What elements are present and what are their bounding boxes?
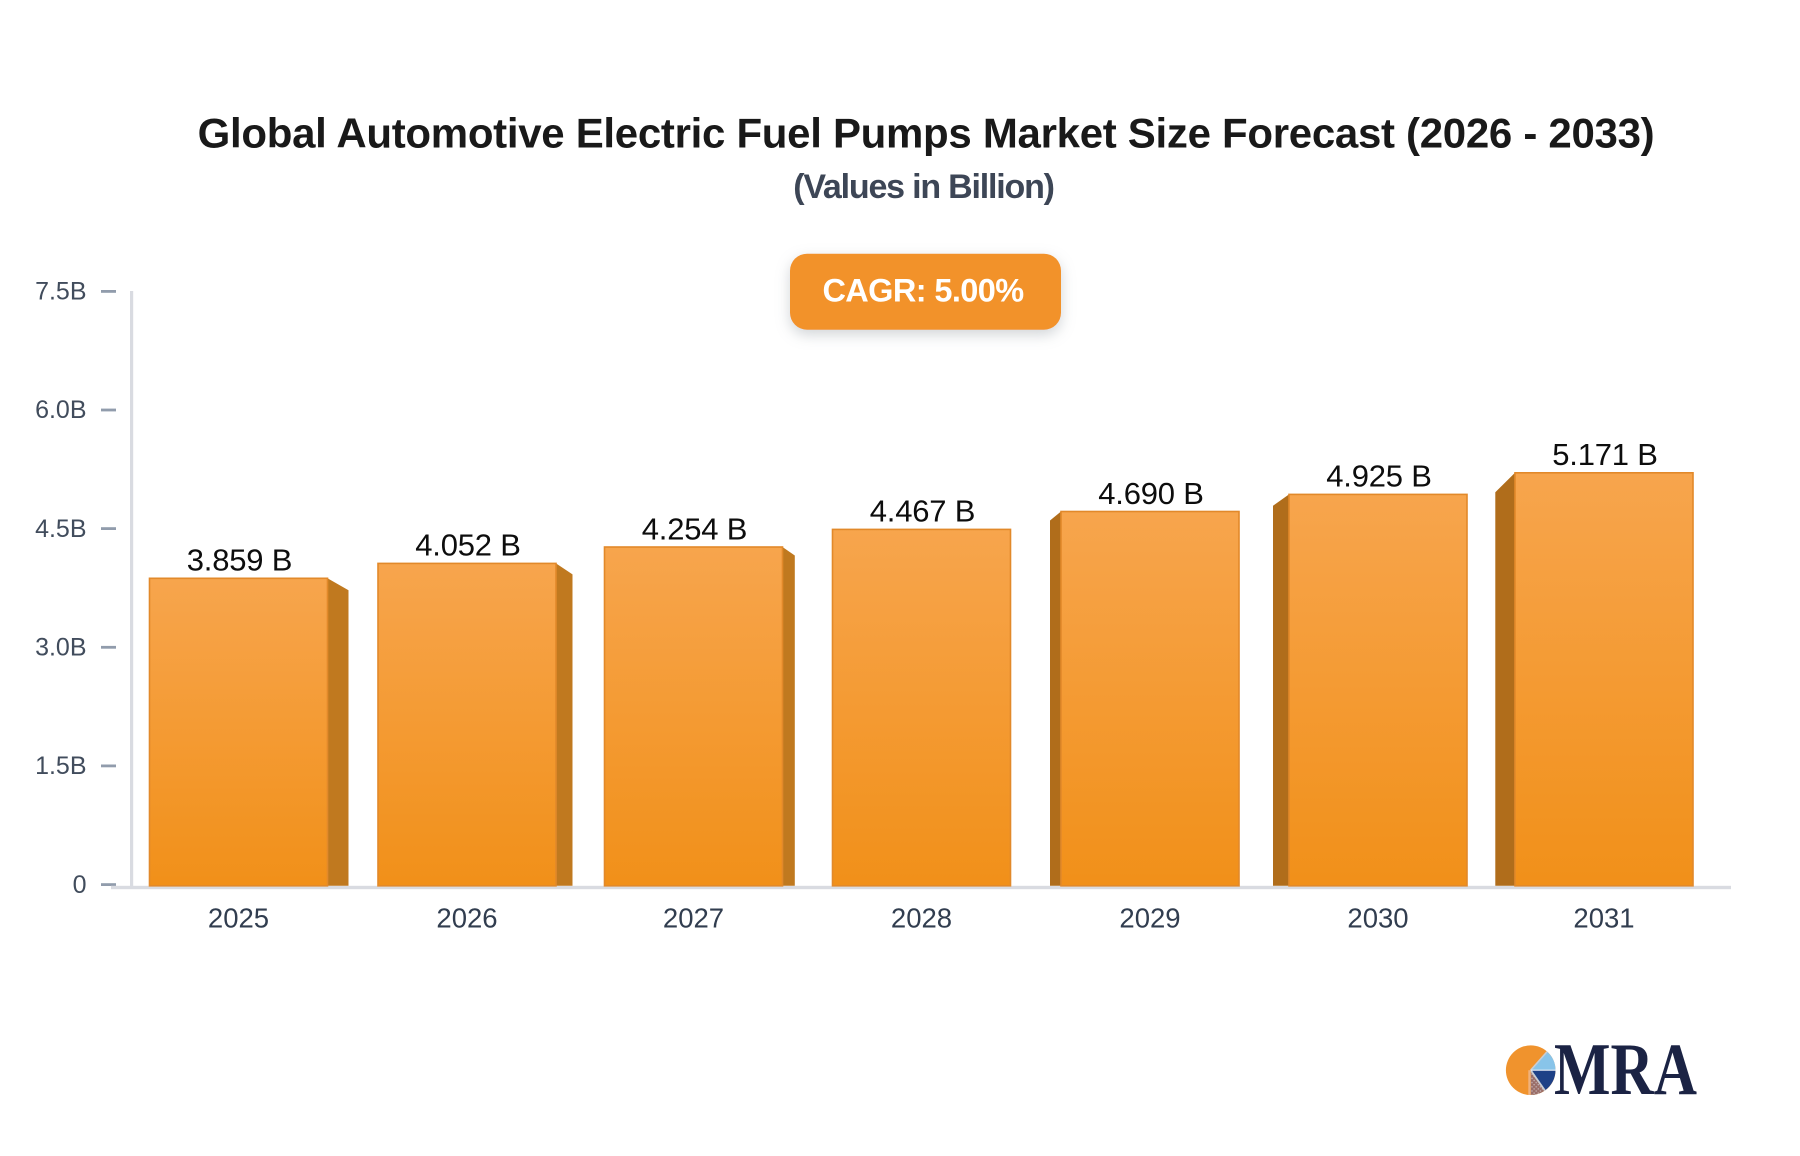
svg-text:(Values in Billion): (Values in Billion) bbox=[793, 168, 1054, 206]
svg-text:2025: 2025 bbox=[208, 903, 269, 934]
svg-text:4.5B: 4.5B bbox=[35, 515, 86, 543]
svg-text:2028: 2028 bbox=[891, 903, 952, 934]
svg-text:2027: 2027 bbox=[663, 903, 724, 934]
svg-text:4.925 B: 4.925 B bbox=[1326, 459, 1431, 494]
svg-text:6.0B: 6.0B bbox=[35, 396, 86, 424]
svg-text:3.859 B: 3.859 B bbox=[187, 543, 292, 578]
svg-text:3.0B: 3.0B bbox=[35, 634, 86, 662]
svg-text:5.171 B: 5.171 B bbox=[1552, 437, 1657, 472]
svg-text:4.690 B: 4.690 B bbox=[1098, 476, 1203, 511]
svg-text:7.5B: 7.5B bbox=[35, 278, 86, 306]
svg-text:2026: 2026 bbox=[436, 903, 497, 934]
svg-text:2030: 2030 bbox=[1347, 903, 1408, 934]
svg-text:CAGR: 5.00%: CAGR: 5.00% bbox=[822, 273, 1024, 309]
svg-text:0: 0 bbox=[73, 871, 87, 899]
svg-text:MRA: MRA bbox=[1554, 1029, 1697, 1111]
svg-text:4.467 B: 4.467 B bbox=[870, 494, 975, 529]
svg-text:2031: 2031 bbox=[1573, 903, 1634, 934]
svg-text:Global Automotive Electric Fue: Global Automotive Electric Fuel Pumps Ma… bbox=[198, 110, 1655, 157]
svg-text:2029: 2029 bbox=[1119, 903, 1180, 934]
svg-text:4.052 B: 4.052 B bbox=[415, 528, 520, 563]
svg-text:1.5B: 1.5B bbox=[35, 752, 86, 780]
svg-text:4.254 B: 4.254 B bbox=[642, 511, 747, 546]
